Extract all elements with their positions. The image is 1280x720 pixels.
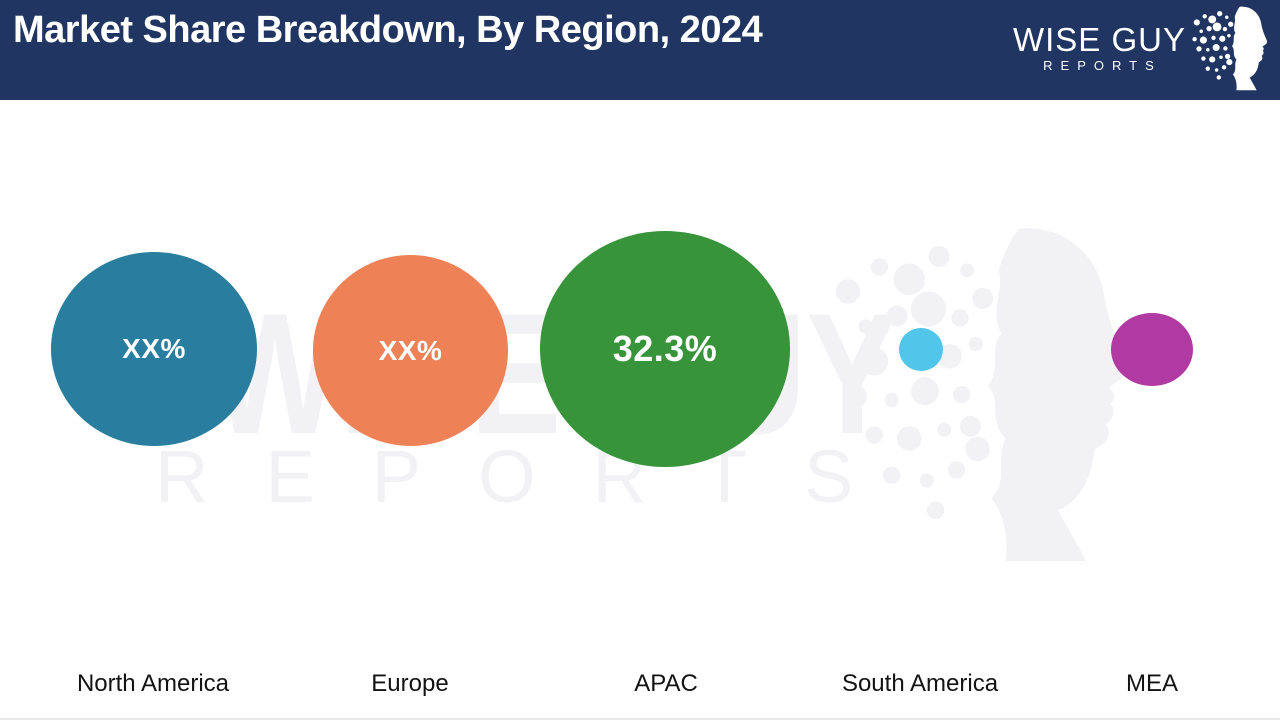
bubble-south-america [899, 328, 943, 371]
axis-label-south-america: South America [841, 670, 999, 697]
bubble-apac: 32.3% [540, 231, 790, 467]
header-bar: Market Share Breakdown, By Region, 2024 … [0, 0, 1280, 100]
axis-label-north-america: North America [76, 670, 230, 697]
bubble-europe: XX% [313, 255, 508, 446]
axis-label-apac: APAC [634, 670, 698, 697]
bottom-divider [0, 718, 1280, 720]
bubble-value-north-america: XX% [122, 333, 186, 364]
bubble-value-europe: XX% [378, 334, 443, 366]
brand-logo: WISE GUY REPORTS [1013, 4, 1276, 92]
watermark-subtext: REPORTS [155, 435, 911, 518]
bubble-value-apac: 32.3% [612, 328, 718, 369]
axis-label-europe: Europe [371, 670, 449, 697]
brand-logo-text: WISE GUY REPORTS [1012, 20, 1186, 74]
bubble-north-america: XX% [51, 252, 257, 446]
logo-face-icon [1192, 6, 1268, 91]
bubble-mea [1111, 313, 1193, 386]
logo-wordmark: WISE GUY [1012, 20, 1186, 58]
axis-label-mea: MEA [1125, 670, 1178, 697]
page-title: Market Share Breakdown, By Region, 2024 [13, 9, 763, 51]
watermark-face-icon [830, 228, 1128, 561]
logo-subtext: REPORTS [1043, 58, 1162, 74]
